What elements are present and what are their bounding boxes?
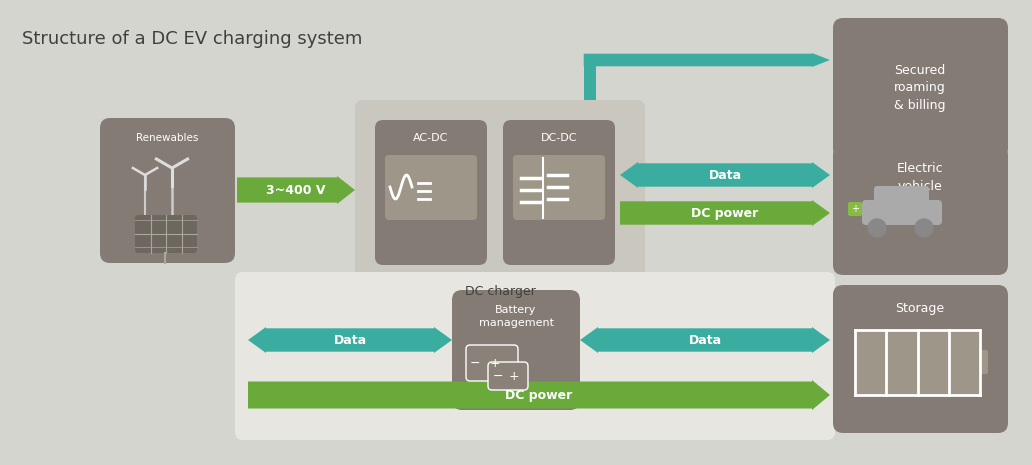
Polygon shape bbox=[237, 176, 355, 204]
FancyBboxPatch shape bbox=[385, 155, 477, 220]
Text: Battery
management: Battery management bbox=[479, 305, 553, 328]
Text: −: − bbox=[470, 357, 480, 370]
FancyBboxPatch shape bbox=[833, 145, 1008, 275]
FancyBboxPatch shape bbox=[488, 362, 528, 390]
Text: Data: Data bbox=[708, 168, 742, 181]
FancyBboxPatch shape bbox=[375, 120, 487, 265]
Text: Secured
roaming
& billing: Secured roaming & billing bbox=[894, 64, 946, 113]
FancyBboxPatch shape bbox=[503, 120, 615, 265]
Text: AC-DC: AC-DC bbox=[413, 133, 449, 143]
FancyBboxPatch shape bbox=[466, 345, 518, 381]
FancyBboxPatch shape bbox=[874, 186, 929, 204]
Text: +: + bbox=[490, 357, 501, 370]
Text: +: + bbox=[509, 370, 519, 383]
Circle shape bbox=[915, 219, 933, 237]
Text: DC power: DC power bbox=[691, 206, 759, 219]
FancyBboxPatch shape bbox=[833, 285, 1008, 433]
FancyBboxPatch shape bbox=[100, 118, 235, 263]
Text: Electric
vehicle: Electric vehicle bbox=[897, 162, 943, 193]
Circle shape bbox=[868, 219, 886, 237]
Polygon shape bbox=[584, 53, 830, 67]
FancyBboxPatch shape bbox=[848, 202, 862, 216]
Text: −: − bbox=[492, 370, 504, 383]
FancyBboxPatch shape bbox=[978, 350, 988, 374]
Text: 3~400 V: 3~400 V bbox=[266, 184, 326, 197]
Polygon shape bbox=[248, 380, 830, 410]
FancyBboxPatch shape bbox=[862, 200, 942, 225]
Text: Data: Data bbox=[333, 333, 366, 346]
Polygon shape bbox=[248, 327, 452, 353]
FancyBboxPatch shape bbox=[833, 18, 1008, 158]
Text: Storage: Storage bbox=[896, 302, 944, 315]
FancyBboxPatch shape bbox=[235, 272, 835, 440]
Polygon shape bbox=[584, 66, 596, 100]
FancyBboxPatch shape bbox=[854, 330, 980, 395]
FancyBboxPatch shape bbox=[355, 100, 645, 295]
Polygon shape bbox=[620, 200, 830, 226]
FancyBboxPatch shape bbox=[452, 290, 580, 410]
Polygon shape bbox=[620, 162, 830, 188]
FancyBboxPatch shape bbox=[513, 155, 605, 220]
FancyBboxPatch shape bbox=[135, 215, 197, 253]
Text: +: + bbox=[851, 204, 859, 214]
Text: DC-DC: DC-DC bbox=[541, 133, 577, 143]
Text: DC charger: DC charger bbox=[464, 285, 536, 298]
Text: Structure of a DC EV charging system: Structure of a DC EV charging system bbox=[22, 30, 362, 48]
Text: DC power: DC power bbox=[506, 388, 573, 401]
Text: Renewables: Renewables bbox=[136, 133, 198, 143]
Polygon shape bbox=[580, 327, 830, 353]
Text: Data: Data bbox=[688, 333, 721, 346]
